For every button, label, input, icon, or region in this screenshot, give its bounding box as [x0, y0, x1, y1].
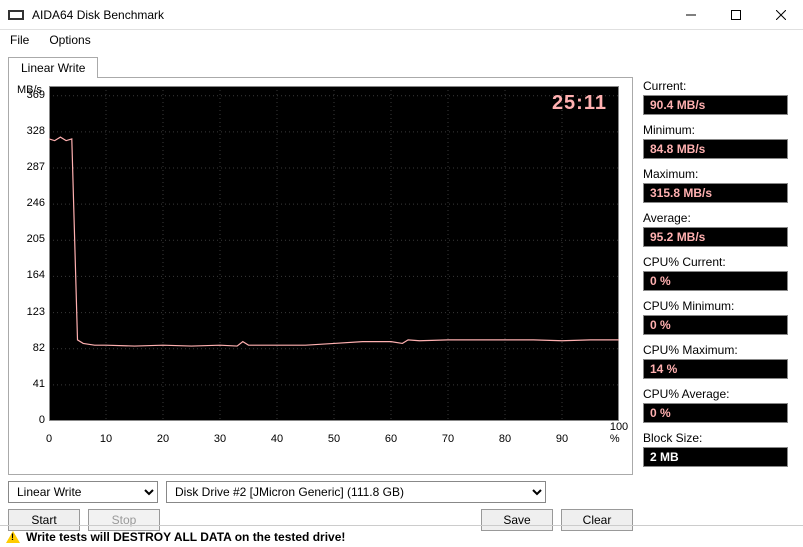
- menu-file[interactable]: File: [6, 31, 33, 49]
- minimize-button[interactable]: [668, 0, 713, 30]
- x-tick-label: 20: [157, 433, 169, 445]
- x-tick-label: 60: [385, 433, 397, 445]
- maximize-button[interactable]: [713, 0, 758, 30]
- y-tick-label: 246: [17, 197, 45, 209]
- x-tick-label: 0: [46, 433, 52, 445]
- menubar: File Options: [0, 30, 803, 50]
- stats-panel: Current: 90.4 MB/s Minimum: 84.8 MB/s Ma…: [643, 77, 788, 475]
- titlebar: AIDA64 Disk Benchmark: [0, 0, 803, 30]
- y-tick-label: 82: [17, 342, 45, 354]
- y-tick-label: 123: [17, 306, 45, 318]
- stat-cpu-current-label: CPU% Current:: [643, 255, 788, 269]
- stat-cpu-maximum-label: CPU% Maximum:: [643, 343, 788, 357]
- drive-select[interactable]: Disk Drive #2 [JMicron Generic] (111.8 G…: [166, 481, 546, 503]
- stat-minimum: Minimum: 84.8 MB/s: [643, 123, 788, 159]
- stat-cpu-minimum: CPU% Minimum: 0 %: [643, 299, 788, 335]
- x-tick-label: 30: [214, 433, 226, 445]
- app-icon: [8, 10, 24, 20]
- window-title: AIDA64 Disk Benchmark: [32, 8, 164, 22]
- y-tick-label: 287: [17, 161, 45, 173]
- chart-panel: MB/s 25:11 04182123164205246287328369 01…: [8, 77, 633, 475]
- x-tick-label: 10: [100, 433, 112, 445]
- tab-linear-write[interactable]: Linear Write: [8, 57, 98, 78]
- y-tick-label: 369: [17, 89, 45, 101]
- y-tick-label: 205: [17, 233, 45, 245]
- mode-select[interactable]: Linear Write: [8, 481, 158, 503]
- stat-average-label: Average:: [643, 211, 788, 225]
- warning-text: Write tests will DESTROY ALL DATA on the…: [26, 530, 345, 544]
- chart-area: MB/s 25:11 04182123164205246287328369 01…: [13, 82, 630, 442]
- warning-icon: [6, 531, 20, 543]
- stat-minimum-label: Minimum:: [643, 123, 788, 137]
- controls-row-selects: Linear Write Disk Drive #2 [JMicron Gene…: [8, 481, 633, 503]
- y-tick-label: 164: [17, 269, 45, 281]
- stat-current-label: Current:: [643, 79, 788, 93]
- stat-block-size: Block Size: 2 MB: [643, 431, 788, 467]
- stat-block-size-value: 2 MB: [643, 447, 788, 467]
- x-tick-label: 100 %: [610, 421, 628, 445]
- stat-cpu-average: CPU% Average: 0 %: [643, 387, 788, 423]
- y-tick-label: 328: [17, 125, 45, 137]
- stat-cpu-average-value: 0 %: [643, 403, 788, 423]
- stat-current-value: 90.4 MB/s: [643, 95, 788, 115]
- x-tick-label: 70: [442, 433, 454, 445]
- x-tick-label: 80: [499, 433, 511, 445]
- stat-average: Average: 95.2 MB/s: [643, 211, 788, 247]
- stat-maximum-value: 315.8 MB/s: [643, 183, 788, 203]
- stat-cpu-minimum-label: CPU% Minimum:: [643, 299, 788, 313]
- tab-strip: Linear Write: [8, 56, 803, 77]
- y-tick-label: 0: [17, 414, 45, 426]
- stat-cpu-minimum-value: 0 %: [643, 315, 788, 335]
- stat-cpu-current-value: 0 %: [643, 271, 788, 291]
- warning-bar: Write tests will DESTROY ALL DATA on the…: [0, 525, 803, 547]
- stat-cpu-maximum: CPU% Maximum: 14 %: [643, 343, 788, 379]
- stat-cpu-current: CPU% Current: 0 %: [643, 255, 788, 291]
- x-tick-label: 40: [271, 433, 283, 445]
- x-tick-label: 90: [556, 433, 568, 445]
- stat-minimum-value: 84.8 MB/s: [643, 139, 788, 159]
- stat-maximum: Maximum: 315.8 MB/s: [643, 167, 788, 203]
- close-button[interactable]: [758, 0, 803, 30]
- window-buttons: [668, 0, 803, 29]
- menu-options[interactable]: Options: [45, 31, 94, 49]
- stat-block-size-label: Block Size:: [643, 431, 788, 445]
- elapsed-timer: 25:11: [552, 92, 607, 115]
- stat-average-value: 95.2 MB/s: [643, 227, 788, 247]
- stat-cpu-maximum-value: 14 %: [643, 359, 788, 379]
- y-tick-label: 41: [17, 378, 45, 390]
- plot: 25:11: [49, 86, 619, 421]
- stat-maximum-label: Maximum:: [643, 167, 788, 181]
- x-tick-label: 50: [328, 433, 340, 445]
- stat-cpu-average-label: CPU% Average:: [643, 387, 788, 401]
- stat-current: Current: 90.4 MB/s: [643, 79, 788, 115]
